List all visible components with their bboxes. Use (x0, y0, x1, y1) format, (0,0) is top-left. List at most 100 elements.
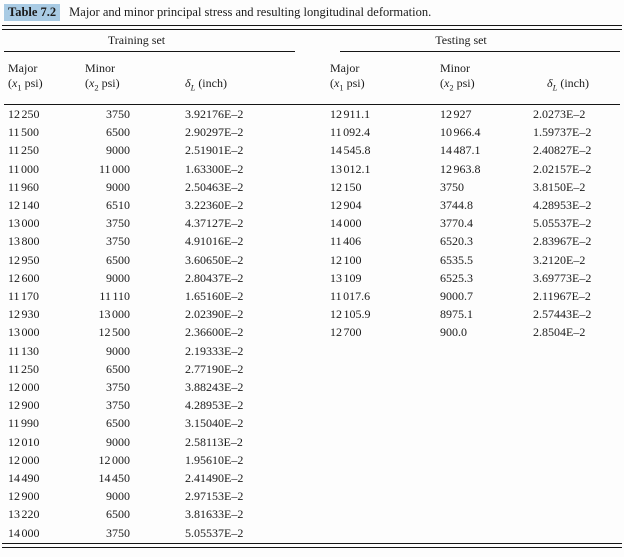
cell: 11 250 (8, 143, 40, 158)
cell: 14 490 (8, 471, 40, 486)
table-row: 11 990 6500 3.15040E–2 (4, 414, 620, 432)
cell (533, 524, 620, 542)
cell: 13 000 (8, 216, 40, 231)
cell: 3.81633E–2 (185, 507, 244, 522)
table-row: 11 250 9000 2.51901E–2 14 545.8 14 487.1 2.40… (4, 141, 620, 159)
table-row: 13 000 3750 4.37127E–2 14 000 3770.4 5.05537E… (4, 214, 620, 232)
cell: 2.50463E–2 (185, 179, 244, 194)
table-number-badge: Table 7.2 (4, 4, 61, 21)
table-top-rule (2, 25, 622, 30)
cell: 6535.5 (440, 252, 474, 267)
training-set-spanner: Training set (4, 33, 296, 52)
cell: 12 600 (8, 270, 40, 285)
cell: 2.57443E–2 (533, 307, 592, 322)
cell: 1.63300E–2 (185, 161, 244, 176)
training-spanner-cell: Training set (4, 30, 330, 52)
cell: 9000 (106, 343, 130, 358)
cell (440, 360, 533, 378)
table-row: 12 900 3750 4.28953E–2 (4, 396, 620, 414)
table-row: 12 010 9000 2.58113E–2 (4, 433, 620, 451)
table-row: 11 170 11 110 1.65160E–2 11 017.6 9000.7 2.11… (4, 287, 620, 305)
cell: 12 250 (8, 107, 40, 121)
cell: 3.15040E–2 (185, 416, 244, 431)
cell: 5.05537E–2 (185, 525, 244, 540)
cell (533, 342, 620, 360)
table-row: 14 490 14 450 2.41490E–2 (4, 469, 620, 487)
cell: 3.88243E–2 (185, 380, 244, 395)
cell: 9000 (106, 489, 130, 504)
cell (440, 469, 533, 487)
cell: 3.92176E–2 (185, 107, 244, 121)
cell (440, 505, 533, 523)
cell: 2.0273E–2 (533, 107, 586, 121)
cell: 11 017.6 (330, 289, 371, 304)
cell: 11 500 (8, 125, 40, 140)
spanner-row: Training set Testing set (4, 30, 621, 52)
cell: 900.0 (440, 325, 468, 340)
table-row: 12 140 6510 3.22360E–2 12 904 3744.8 4.28953E… (4, 196, 620, 214)
cell: 12 911.1 (330, 107, 371, 121)
testing-spanner-cell: Testing set (330, 30, 621, 52)
cell (330, 342, 440, 360)
table-bottom-rule (2, 542, 622, 548)
cell (440, 378, 533, 396)
cell: 13 220 (8, 507, 40, 522)
cell: 4.28953E–2 (185, 398, 244, 413)
cell: 3750 (106, 525, 130, 540)
table-row: 13 800 3750 4.91016E–2 11 406 6520.3 2.83967E… (4, 232, 620, 250)
table-body: 12 250 3750 3.92176E–2 12 911.1 12 927 2.0273… (4, 105, 620, 542)
cell: 8975.1 (440, 307, 474, 322)
cell: 14 487.1 (440, 143, 481, 158)
table-row: 11 500 6500 2.90297E–2 11 092.4 10 966.4 1.59… (4, 123, 620, 141)
cell: 6500 (106, 125, 130, 140)
cell (533, 414, 620, 432)
cell: 3744.8 (440, 198, 474, 213)
table-row: 12 900 9000 2.97153E–2 (4, 487, 620, 505)
cell (533, 360, 620, 378)
table-row: 12 950 6500 3.60650E–2 12 100 6535.5 3.2120E–… (4, 251, 620, 269)
cell: 6520.3 (440, 234, 474, 249)
cell (330, 360, 440, 378)
header-testing-major: Major (x1 psi) (330, 52, 441, 105)
table-row: 11 000 11 000 1.63300E–2 13 012.1 12 963.8 2.… (4, 160, 620, 178)
cell: 2.80437E–2 (185, 270, 244, 285)
cell: 2.40827E–2 (533, 143, 592, 158)
table-row: 11 130 9000 2.19333E–2 (4, 342, 620, 360)
cell: 2.02157E–2 (533, 161, 592, 176)
table-row: 12 930 13 000 2.02390E–2 12 105.9 8975.1 2.57… (4, 305, 620, 323)
cell (533, 396, 620, 414)
cell: 12 900 (8, 489, 40, 504)
cell: 12 927 (440, 107, 472, 121)
cell: 9000 (106, 143, 130, 158)
cell: 12 010 (8, 434, 40, 449)
cell: 11 130 (8, 343, 40, 358)
cell: 11 000 (8, 161, 40, 176)
cell: 2.90297E–2 (185, 125, 244, 140)
table-row: 13 000 12 500 2.36600E–2 12 700 900.0 2.8504E… (4, 323, 620, 341)
cell: 13 000 (98, 307, 131, 322)
cell: 3.8150E–2 (533, 179, 586, 194)
cell: 14 000 (8, 525, 40, 540)
cell: 11 960 (8, 179, 40, 194)
cell: 12 150 (330, 179, 362, 194)
cell (330, 469, 440, 487)
cell (330, 378, 440, 396)
cell (330, 487, 440, 505)
cell: 9000 (106, 270, 130, 285)
cell (330, 451, 440, 469)
cell: 3750 (106, 234, 130, 249)
cell (533, 505, 620, 523)
cell: 12 950 (8, 252, 40, 267)
cell: 12 904 (330, 198, 362, 213)
cell (330, 396, 440, 414)
cell: 6510 (106, 198, 130, 213)
table-row: 12 600 9000 2.80437E–2 13 109 6525.3 3.69773E… (4, 269, 620, 287)
cell: 12 500 (98, 325, 131, 340)
cell: 12 105.9 (330, 307, 371, 322)
stress-deformation-table: Training set Testing set Major (x1 psi) … (4, 30, 621, 542)
cell (440, 487, 533, 505)
cell: 5.05537E–2 (533, 216, 592, 231)
cell: 2.36600E–2 (185, 325, 244, 340)
cell: 4.37127E–2 (185, 216, 244, 231)
cell: 14 545.8 (330, 143, 371, 158)
